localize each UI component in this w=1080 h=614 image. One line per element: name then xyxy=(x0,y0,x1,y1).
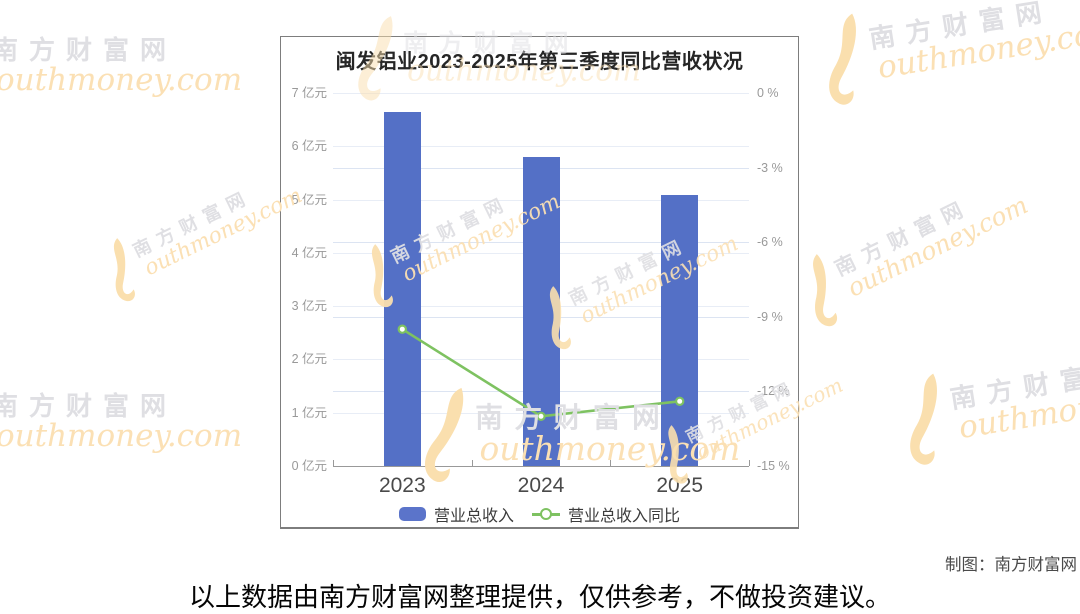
southmoney-s-swoosh-icon xyxy=(113,238,135,302)
chart-legend: 营业总收入 营业总收入同比 xyxy=(281,502,798,526)
revenue-bar-2025[interactable] xyxy=(661,195,699,466)
x-axis-label-2025: 2025 xyxy=(656,474,704,497)
y-axis-label-left: 5 亿元 xyxy=(291,192,327,207)
watermark-southmoney: 南方财富网 outhmoney.com xyxy=(0,24,242,110)
y-axis-label-left: 6 亿元 xyxy=(291,139,327,154)
y-axis-label-left: 3 亿元 xyxy=(291,299,327,314)
gridline-left-axis xyxy=(333,93,749,94)
chart-title: 闽发铝业2023-2025年第三季度同比营收状况 xyxy=(335,51,744,73)
x-axis-label-2024: 2024 xyxy=(517,474,565,497)
plot-area: 2023 2024 2025 xyxy=(333,93,750,497)
y-axis-label-right: -6 % xyxy=(757,235,783,250)
watermark-en-text: outhmoney.com xyxy=(843,190,1033,303)
legend-item-revenue[interactable]: 营业总收入 xyxy=(398,502,514,526)
y-axis-label-left: 4 亿元 xyxy=(291,245,327,260)
y-axis-label-left: 1 亿元 xyxy=(291,405,327,420)
watermark-en-text: outhmoney.com xyxy=(0,62,243,98)
y-axis-label-left: 0 亿元 xyxy=(291,459,327,473)
watermark-cn-text: 南方财富网 xyxy=(830,194,975,281)
legend-item-yoy[interactable]: 营业总收入同比 xyxy=(532,502,680,526)
y-axis-label-right: -12 % xyxy=(757,384,790,399)
y-axis-label-right: -15 % xyxy=(757,459,790,473)
x-axis-label-2023: 2023 xyxy=(378,474,426,497)
watermark-southmoney: 南方财富网 outhmoney.com xyxy=(812,0,1080,107)
watermark-southmoney: 南方财富网 outhmoney.com xyxy=(92,172,306,306)
y-axis-label-left: 2 亿元 xyxy=(291,352,327,367)
watermark-en-text: outhmoney.com xyxy=(0,418,243,454)
x-axis-tick xyxy=(749,460,750,466)
watermark-cn-text: 南方财富网 xyxy=(948,355,1080,415)
gridline-left-axis xyxy=(333,146,749,148)
x-axis-line xyxy=(333,466,749,467)
watermark-cn-text: 南方财富网 xyxy=(867,0,1055,55)
y-axis-label-left: 7 亿元 xyxy=(291,86,327,100)
watermark-cn-text: 南方财富网 xyxy=(0,391,178,421)
y-axis-label-right: -9 % xyxy=(757,309,783,324)
x-axis-tick xyxy=(610,460,612,466)
y-axis-label-right: -3 % xyxy=(757,160,783,175)
watermark-cn-text: 南方财富网 xyxy=(0,35,178,65)
southmoney-s-swoosh-icon xyxy=(829,13,856,105)
legend-label-revenue: 营业总收入 xyxy=(433,508,514,525)
yoy-marker-2024[interactable] xyxy=(536,411,546,421)
line-series-swatch-icon xyxy=(532,507,560,521)
bar-series-swatch-icon xyxy=(398,507,426,521)
yoy-marker-2025[interactable] xyxy=(675,396,685,406)
watermark-southmoney: 南方财富网 outhmoney.com xyxy=(788,179,1033,332)
x-axis-tick xyxy=(471,460,473,466)
credit-text: 制图：南方财富网 xyxy=(945,556,1077,574)
watermark-en-text: outhmoney.com xyxy=(956,371,1080,447)
legend-label-yoy: 营业总收入同比 xyxy=(568,508,681,525)
yoy-line xyxy=(401,328,680,418)
watermark-cn-text: 南方财富网 xyxy=(129,185,255,262)
watermark-southmoney: 南方财富网 outhmoney.com xyxy=(893,341,1080,467)
yoy-marker-2023[interactable] xyxy=(397,324,408,334)
chart-panel: 闽发铝业2023-2025年第三季度同比营收状况 0 亿元 1 亿元 2 亿元 3 亿… xyxy=(280,36,799,529)
disclaimer-text: 以上数据由南方财富网整理提供，仅供参考，不做投资建议。 xyxy=(188,582,891,612)
watermark-en-text: outhmoney.com xyxy=(875,11,1080,87)
x-axis-tick xyxy=(333,460,334,466)
southmoney-s-swoosh-icon xyxy=(910,373,937,465)
y-axis-label-right: 0 % xyxy=(757,86,779,100)
yoy-line-chart xyxy=(397,324,685,421)
watermark-southmoney: 南方财富网 outhmoney.com xyxy=(0,380,242,466)
